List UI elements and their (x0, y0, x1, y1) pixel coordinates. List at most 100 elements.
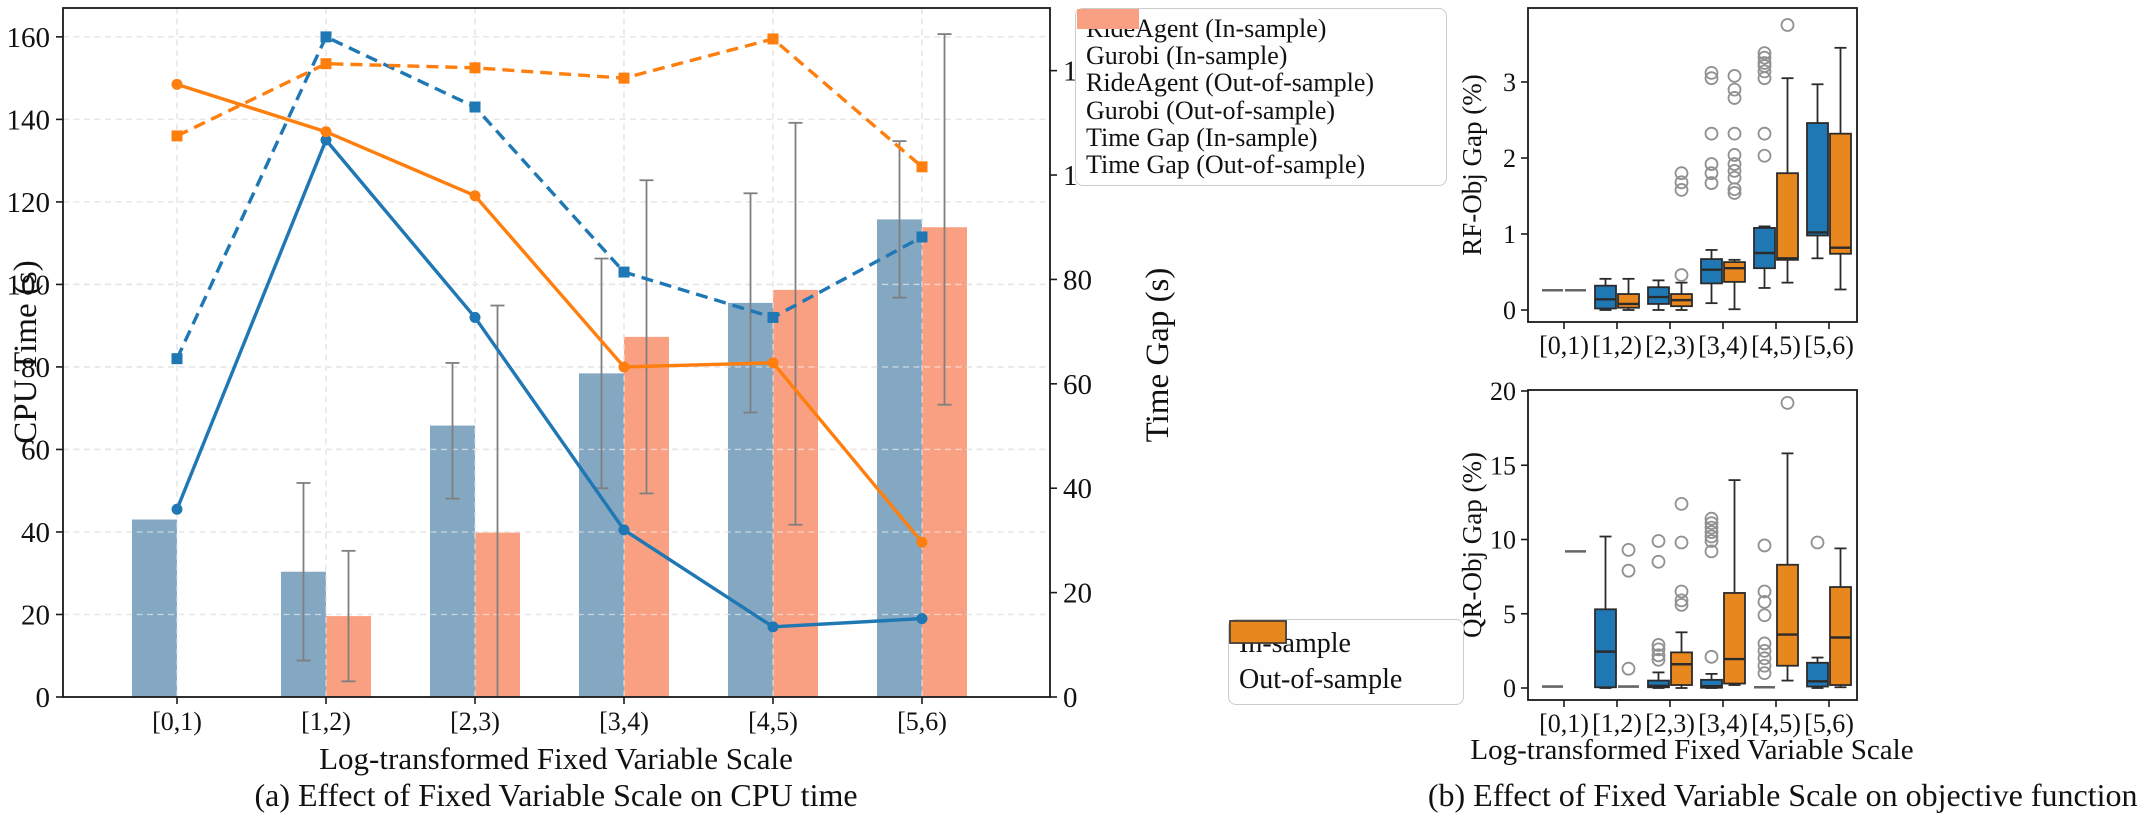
y-tick-label: 20 (1490, 377, 1516, 406)
outlier-point (1780, 18, 1795, 32)
x-tick-label: [0,1) (1539, 331, 1589, 360)
box (1700, 258, 1723, 285)
box (1617, 293, 1640, 309)
x-tick-label: [1,2) (1592, 331, 1642, 360)
outlier-point (1651, 638, 1666, 652)
outlier-point (1704, 511, 1719, 526)
panel-a-ticks (56, 36, 1057, 704)
panel_b_rf_obj_gap-tick-labels: 0 1 2 3 [0,1) [1,2) [2,3) [3,4) [4,5) [5,6) (1503, 68, 1854, 360)
outlier-point (1704, 71, 1719, 86)
outlier-point (1727, 164, 1742, 178)
y-tick-label: 20 (21, 599, 50, 631)
box-series (1565, 395, 1852, 689)
outlier-point (1704, 525, 1719, 539)
outlier-point (1621, 563, 1636, 578)
y-tick-label: 15 (1490, 451, 1516, 480)
box (1594, 284, 1617, 310)
x-tick-label: [0,1) (152, 707, 202, 736)
caption-panel-a: (a) Effect of Fixed Variable Scale on CP… (254, 777, 858, 813)
outlier-point (1727, 186, 1742, 200)
outlier-point (1704, 157, 1719, 171)
y-tick-label: 40 (21, 517, 50, 549)
outlier-point (1757, 148, 1772, 163)
outlier-point (1704, 544, 1719, 559)
legend-panel-b: In-sample Out-of-sample (1228, 619, 1464, 705)
legend-item-gurobi-in-sample: Gurobi (In-sample) (1079, 13, 1436, 70)
box (1806, 122, 1829, 237)
box (1647, 286, 1670, 305)
line-series (171, 33, 928, 173)
panel-b-xaxis-title: Log-transformed Fixed Variable Scale (1470, 734, 1914, 766)
legend-label: Gurobi (Out-of-sample) (1086, 95, 1336, 125)
x-tick-label: [2,3) (450, 707, 500, 736)
panel_b_qr_obj_gap-plot: 0 5 10 15 20 [0,1) [1,2) [2,3) [3,4) [4,5) [5,6) (1490, 377, 1858, 738)
legend-panel-a: RideAgent (In-sample) Gurobi (In-sample)… (1075, 8, 1447, 186)
outlier-point (1651, 642, 1666, 657)
panel-a-xaxis-title: Log-transformed Fixed Variable Scale (319, 741, 793, 776)
legend-label: Gurobi (In-sample) (1086, 40, 1288, 70)
box (1594, 608, 1617, 689)
y-tick-label: 20 (1063, 578, 1092, 610)
outlier-point (1674, 597, 1689, 612)
y-tick-label: 10 (1490, 526, 1516, 555)
outlier-point (1704, 65, 1719, 80)
box (1670, 651, 1693, 686)
y-tick-label: 160 (7, 22, 51, 54)
outlier-point (1704, 520, 1719, 535)
y-tick-label: 5 (1503, 600, 1516, 629)
time-gap-error-bars (296, 33, 952, 697)
x-tick-label: [2,3) (1645, 331, 1695, 360)
legend-item-time-gap-out-of-sample: Time Gap (Out-of-sample) (1077, 9, 1436, 178)
x-tick-label: [3,4) (1698, 331, 1748, 360)
y-tick-label: 80 (1063, 264, 1092, 296)
outlier-point (1651, 554, 1666, 569)
box (1829, 132, 1852, 255)
outlier-point (1757, 666, 1772, 681)
outlier-point (1757, 608, 1772, 623)
outlier-point (1651, 648, 1666, 663)
panel-a-plot: 020406080100120140160020406080100120[0,1… (7, 7, 1107, 736)
panel_b_qr_obj_gap-tick-labels: 0 5 10 15 20 [0,1) [1,2) [2,3) [3,4) [4,5) [5,6) (1490, 377, 1854, 738)
y-tick-label: 0 (1503, 296, 1516, 325)
box (1700, 678, 1723, 689)
panel-a-grid-overlay (63, 8, 1050, 697)
outlier-point (1757, 651, 1772, 666)
outlier-point (1757, 658, 1772, 673)
line-series (171, 31, 928, 365)
box-series (1542, 511, 1829, 689)
x-tick-label: [0,1) (1539, 709, 1589, 738)
outlier-point (1704, 166, 1719, 181)
outlier-point (1757, 50, 1772, 65)
outlier-point (1704, 126, 1719, 141)
panel_b_rf_obj_gap-plot: 0 1 2 3 [0,1) [1,2) [2,3) [3,4) [4,5) [5,6) (1503, 7, 1858, 360)
y-tick-label: 0 (1503, 674, 1516, 703)
outlier-point (1674, 584, 1689, 599)
box (1829, 586, 1852, 686)
outlier-point (1757, 643, 1772, 658)
legend-label: RideAgent (Out-of-sample) (1086, 68, 1375, 98)
outlier-point (1674, 496, 1689, 511)
caption-panel-b: (b) Effect of Fixed Variable Scale on ob… (1427, 777, 2142, 813)
bar-swatch (1077, 9, 1139, 29)
outlier-point (1757, 46, 1772, 61)
x-tick-label: [4,5) (1751, 331, 1801, 360)
rf-obj-gap-axis-label: RF-Obj Gap (%) (1457, 74, 1487, 256)
x-tick-label: [2,3) (1645, 709, 1695, 738)
box-series (1542, 46, 1829, 311)
outlier-point (1727, 170, 1742, 185)
outlier-point (1674, 535, 1689, 550)
legend-item-time-gap-in-sample: Time Gap (In-sample) (1077, 9, 1436, 151)
box (1723, 261, 1746, 283)
box (1647, 679, 1670, 689)
outlier-point (1674, 593, 1689, 608)
y-tick-label: 60 (21, 434, 50, 466)
outlier-point (1621, 661, 1636, 676)
x-tick-label: [5,6) (897, 707, 947, 736)
time-gap-bar (132, 519, 177, 697)
y-tick-label: 40 (1063, 473, 1092, 505)
x-tick-label: [1,2) (301, 707, 351, 736)
line-series (171, 134, 928, 633)
outlier-point (1704, 176, 1719, 190)
cpu-time-axis-label: CPU Time (s) (8, 260, 44, 444)
box (1776, 172, 1799, 261)
